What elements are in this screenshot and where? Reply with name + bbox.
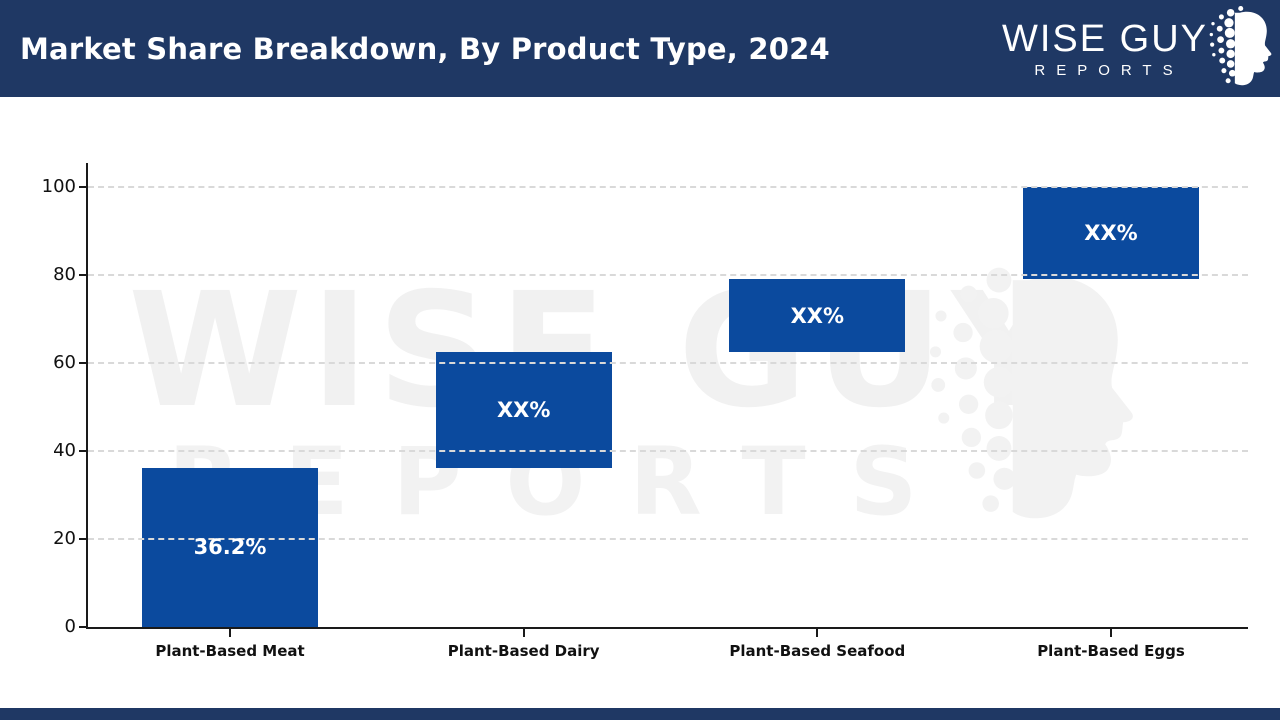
- x-category-label-plant-based-dairy: Plant-Based Dairy: [447, 642, 600, 660]
- wise-guy-reports-logo: WISE GUY REPORTS: [1002, 4, 1276, 92]
- logo-wordmark: WISE GUY: [1001, 18, 1208, 60]
- y-tick-mark: [79, 274, 87, 276]
- gridline-20: [88, 538, 1248, 540]
- y-tick-mark: [79, 538, 87, 540]
- page-title: Market Share Breakdown, By Product Type,…: [20, 31, 830, 66]
- footer-bar: [0, 708, 1280, 720]
- y-tick-label: 0: [64, 616, 76, 637]
- y-tick-label: 60: [53, 352, 76, 373]
- x-category-label-plant-based-meat: Plant-Based Meat: [155, 642, 305, 660]
- y-tick-label: 100: [41, 176, 76, 197]
- gridline-80: [88, 274, 1248, 276]
- logo-text: WISE GUY REPORTS: [1002, 20, 1208, 79]
- bar-value-label-plant-based-seafood: XX%: [790, 303, 845, 328]
- bar-value-label-plant-based-dairy: XX%: [496, 398, 551, 423]
- y-tick-mark: [79, 186, 87, 188]
- gridline-60: [88, 362, 1248, 364]
- bar-plant-based-dairy: [435, 352, 612, 468]
- logo-subtitle: REPORTS: [1034, 62, 1184, 79]
- gridline-40: [88, 450, 1248, 452]
- x-tick-mark: [1110, 629, 1112, 637]
- y-tick-mark: [79, 450, 87, 452]
- bar-value-label-plant-based-meat: 36.2%: [193, 535, 267, 560]
- x-category-label-plant-based-seafood: Plant-Based Seafood: [729, 642, 906, 660]
- gridline-100: [88, 186, 1248, 188]
- wiseguy-head-icon: [1192, 4, 1276, 92]
- bar-plant-based-eggs: [1023, 187, 1199, 279]
- x-tick-mark: [522, 629, 525, 637]
- bar-plant-based-seafood: [729, 278, 906, 353]
- x-axis-line: [86, 627, 1248, 629]
- bar-value-label-plant-based-eggs: XX%: [1084, 220, 1138, 245]
- x-tick-mark: [229, 629, 231, 637]
- y-tick-label: 40: [53, 440, 76, 461]
- y-tick-mark: [79, 626, 87, 628]
- y-tick-mark: [79, 362, 87, 364]
- y-axis-line: [86, 163, 88, 629]
- x-category-label-plant-based-eggs: Plant-Based Eggs: [1037, 642, 1185, 660]
- x-tick-mark: [816, 629, 819, 637]
- header: Market Share Breakdown, By Product Type,…: [0, 0, 1280, 97]
- bar-plant-based-meat: [142, 467, 318, 627]
- y-tick-label: 20: [53, 528, 76, 549]
- y-tick-label: 80: [53, 264, 76, 285]
